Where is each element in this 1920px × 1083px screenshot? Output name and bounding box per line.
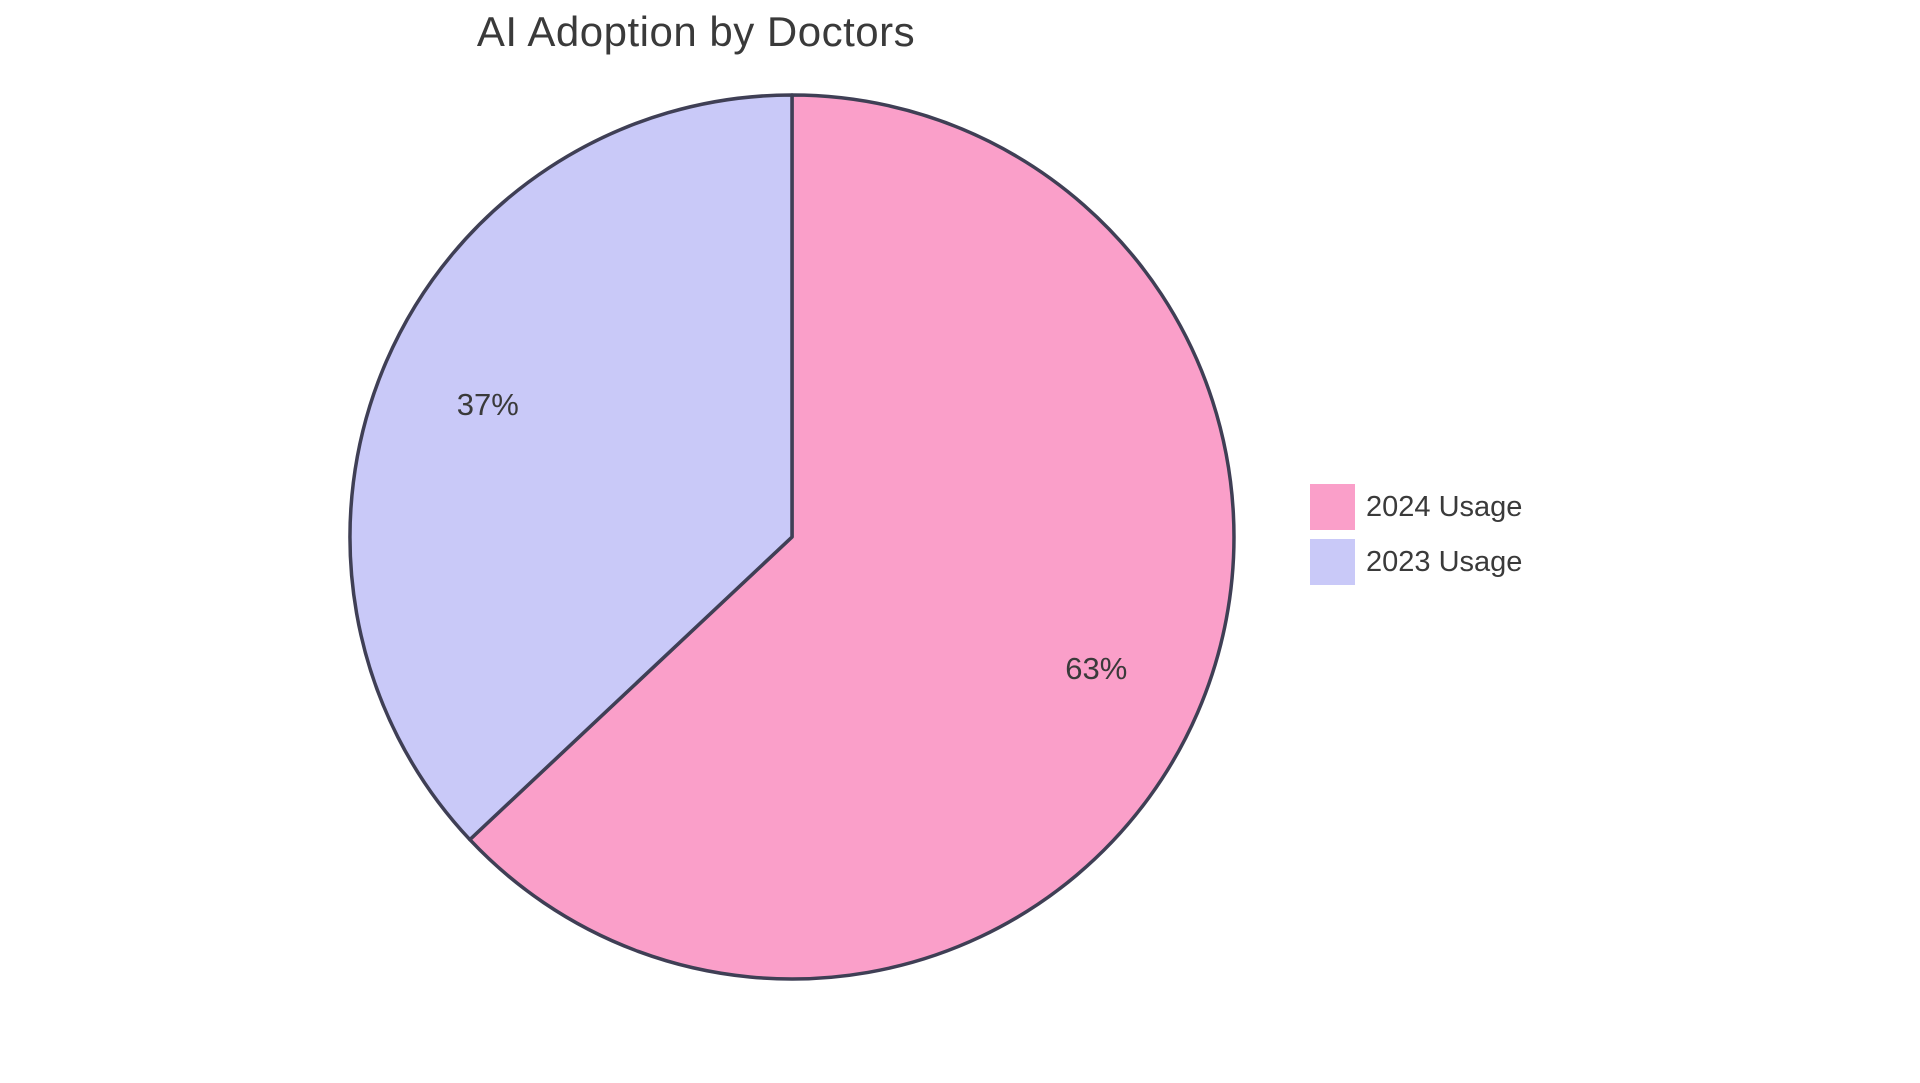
chart-title: AI Adoption by Doctors: [476, 8, 916, 55]
legend-label-2023: 2023 Usage: [1366, 545, 1523, 578]
slice-percent-label-2023: 37%: [456, 387, 519, 423]
legend-swatch-2024: [1310, 484, 1355, 530]
pie-slice-2023-usage: [348, 93, 794, 842]
legend-label-2024: 2024 Usage: [1366, 490, 1523, 523]
legend-row-2023: 2023 Usage: [1310, 539, 1522, 585]
legend-swatch-2023: [1310, 539, 1355, 585]
slice-percent-label-2024: 63%: [1065, 650, 1128, 686]
pie-slices: [348, 93, 1236, 981]
legend: 2024 Usage 2023 Usage: [1310, 484, 1522, 585]
legend-row-2024: 2024 Usage: [1310, 484, 1522, 530]
pie-slice-2024-usage: [468, 93, 1236, 981]
